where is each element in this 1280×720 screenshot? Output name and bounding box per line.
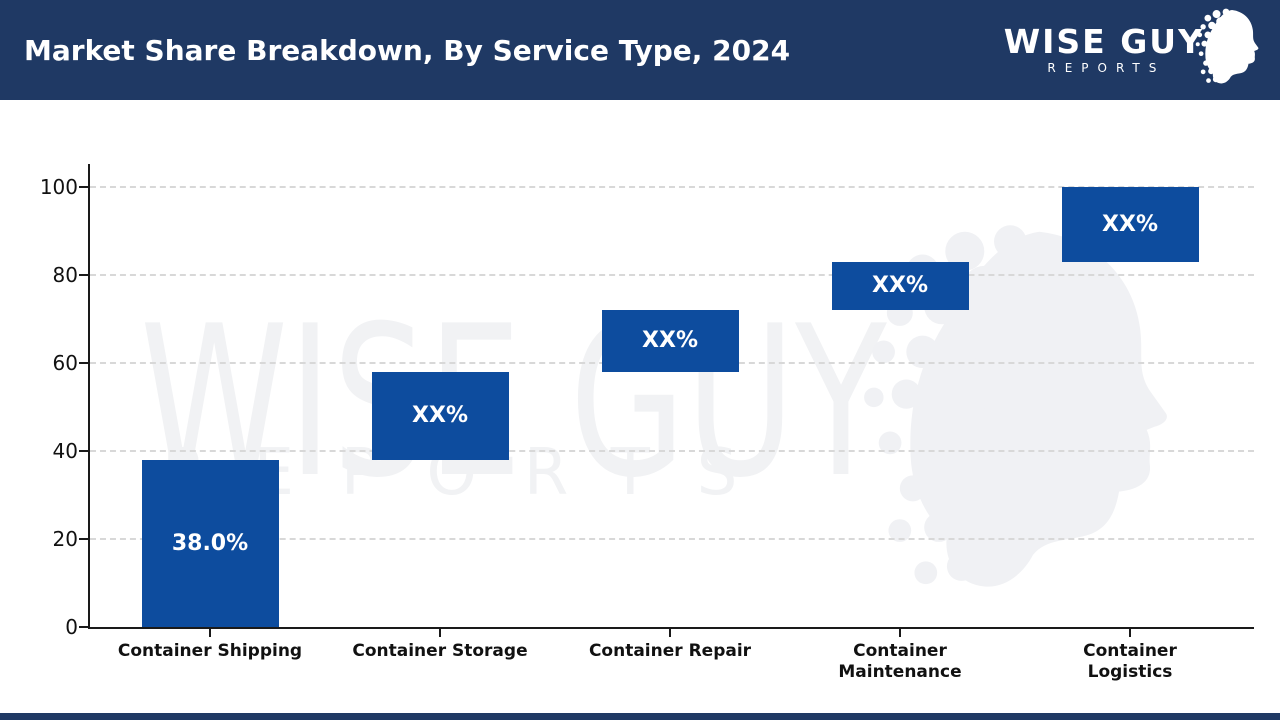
logo-subtitle: REPORTS [1047,61,1166,75]
y-axis-line [88,164,90,629]
x-axis-label-line: Logistics [1087,662,1173,682]
bar-container-storage: XX% [371,371,509,460]
y-tick-label-0: 0 [65,615,78,639]
bar-value-label-container-storage: XX% [412,403,468,429]
x-tick-mark-container-shipping [209,629,211,637]
x-axis-label-container-storage: Container Storage [325,641,555,662]
y-gridline-40 [90,450,1254,452]
y-tick-mark-20 [79,538,88,540]
bar-container-repair: XX% [601,310,739,372]
x-tick-mark-container-maintenance [899,629,901,637]
y-gridline-100 [90,186,1254,188]
y-tick-label-80: 80 [52,263,78,287]
x-axis-label-container-logistics: Container Logistics [1015,641,1245,683]
x-axis-line [88,627,1254,629]
x-axis-label-line: Container [1083,641,1177,661]
y-gridline-80 [90,274,1254,276]
x-axis-label-container-maintenance: Container Maintenance [785,641,1015,683]
wiseguy-logo: WISE GUY REPORTS [1004,8,1262,92]
x-tick-mark-container-storage [439,629,441,637]
y-tick-mark-100 [79,186,88,188]
chart-title: Market Share Breakdown, By Service Type,… [24,33,791,67]
x-axis-label-line: Maintenance [838,662,962,682]
y-tick-label-20: 20 [52,527,78,551]
bar-value-label-container-shipping: 38.0% [171,530,249,556]
bar-value-label-container-repair: XX% [642,328,698,354]
bar-container-shipping: 38.0% [141,459,279,627]
bar-container-maintenance: XX% [831,261,969,311]
y-tick-label-100: 100 [39,175,78,199]
y-gridline-20 [90,538,1254,540]
y-tick-mark-40 [79,450,88,452]
x-axis-label-container-shipping: Container Shipping [95,641,325,662]
y-tick-mark-0 [79,626,88,628]
x-axis-label-line: Container Shipping [117,641,303,661]
bar-value-label-container-logistics: XX% [1102,211,1158,237]
logo-wordmark: WISE GUY [1003,22,1204,61]
logo-text: WISE GUY REPORTS [1003,22,1204,76]
y-tick-mark-80 [79,274,88,276]
x-axis-label-line: Container Storage [352,641,528,661]
footer-bar [0,713,1280,720]
y-tick-mark-60 [79,362,88,364]
x-tick-mark-container-repair [669,629,671,637]
header-bar: Market Share Breakdown, By Service Type,… [0,0,1280,100]
bar-value-label-container-maintenance: XX% [872,273,928,299]
y-tick-label-40: 40 [52,439,78,463]
face-profile-icon [1194,8,1262,92]
y-tick-label-60: 60 [52,351,78,375]
x-axis-label-line: Container Repair [588,641,752,661]
bar-container-logistics: XX% [1061,187,1199,262]
x-axis-label-container-repair: Container Repair [555,641,785,662]
x-axis-label-line: Container [853,641,947,661]
x-tick-mark-container-logistics [1129,629,1131,637]
